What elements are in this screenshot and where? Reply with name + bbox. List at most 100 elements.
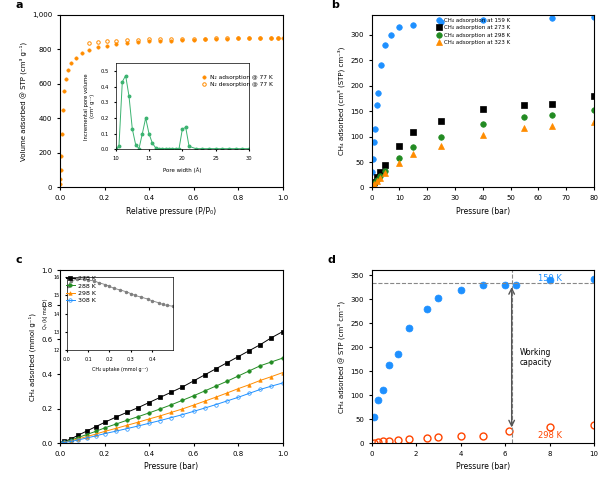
298 K bbox=[457, 433, 464, 439]
N₂ desorption @ 77 K bbox=[145, 37, 152, 42]
308 K bbox=[223, 398, 230, 404]
298 K bbox=[145, 416, 152, 422]
308 K bbox=[179, 412, 186, 417]
298 K bbox=[374, 439, 382, 445]
N₂ adsorption @ 77 K bbox=[59, 107, 67, 112]
298 K bbox=[68, 438, 75, 444]
N₂ adsorption @ 77 K bbox=[274, 35, 281, 41]
278 K bbox=[190, 378, 197, 384]
288 K bbox=[268, 359, 275, 365]
308 K bbox=[112, 429, 119, 434]
CH₄ adsorption at 273 K bbox=[590, 93, 598, 99]
308 K bbox=[268, 383, 275, 389]
CH₄ adsorption at 323 K bbox=[548, 124, 556, 130]
298 K bbox=[179, 406, 186, 412]
N₂ desorption @ 77 K bbox=[157, 37, 164, 42]
298 K bbox=[212, 394, 220, 400]
Line: 308 K: 308 K bbox=[59, 381, 284, 445]
159 K bbox=[546, 277, 553, 283]
N₂ adsorption @ 77 K bbox=[201, 37, 208, 42]
288 K bbox=[279, 355, 286, 361]
288 K bbox=[157, 406, 164, 412]
298 K bbox=[157, 413, 164, 419]
N₂ adsorption @ 77 K bbox=[94, 44, 101, 50]
288 K bbox=[134, 414, 142, 420]
288 K bbox=[190, 393, 197, 399]
308 K bbox=[101, 431, 108, 436]
159 K bbox=[370, 414, 377, 420]
298 K bbox=[92, 431, 99, 437]
298 K bbox=[268, 374, 275, 379]
308 K bbox=[134, 423, 142, 429]
CH₄ adsorption at 159 K bbox=[373, 102, 380, 108]
CH₄ adsorption at 273 K bbox=[548, 101, 556, 107]
288 K bbox=[179, 397, 186, 403]
N₂ adsorption @ 77 K bbox=[79, 51, 86, 56]
CH₄ adsorption at 273 K bbox=[369, 182, 376, 188]
278 K bbox=[157, 394, 164, 400]
278 K bbox=[279, 329, 286, 335]
298 K bbox=[379, 438, 386, 444]
298 K bbox=[434, 434, 442, 440]
278 K bbox=[268, 335, 275, 341]
Legend: CH₄ adsorption at 159 K, CH₄ adsorption at 273 K, CH₄ adsorption at 298 K, CH₄ a: CH₄ adsorption at 159 K, CH₄ adsorption … bbox=[434, 16, 512, 48]
159 K bbox=[379, 388, 386, 393]
159 K bbox=[502, 282, 509, 288]
298 K bbox=[74, 436, 82, 442]
278 K bbox=[223, 360, 230, 366]
278 K bbox=[61, 438, 68, 444]
308 K bbox=[61, 440, 68, 446]
CH₄ adsorption at 159 K bbox=[371, 126, 379, 132]
Line: CH₄ adsorption at 298 K: CH₄ adsorption at 298 K bbox=[369, 108, 597, 189]
CH₄ adsorption at 323 K bbox=[437, 143, 445, 149]
CH₄ adsorption at 298 K bbox=[437, 133, 445, 139]
Line: CH₄ adsorption at 159 K: CH₄ adsorption at 159 K bbox=[369, 15, 597, 189]
298 K bbox=[235, 386, 242, 392]
Text: c: c bbox=[16, 256, 22, 265]
CH₄ adsorption at 323 K bbox=[382, 170, 389, 176]
CH₄ adsorption at 273 K bbox=[373, 174, 380, 180]
Y-axis label: CH₄ adsorbed (mmol g⁻¹): CH₄ adsorbed (mmol g⁻¹) bbox=[28, 313, 35, 401]
N₂ adsorption @ 77 K bbox=[157, 38, 164, 44]
159 K bbox=[395, 352, 402, 357]
Line: 288 K: 288 K bbox=[59, 356, 284, 445]
N₂ adsorption @ 77 K bbox=[62, 75, 69, 81]
278 K bbox=[245, 348, 253, 354]
308 K bbox=[68, 438, 75, 444]
N₂ adsorption @ 77 K bbox=[245, 36, 253, 41]
288 K bbox=[61, 439, 68, 445]
N₂ desorption @ 77 K bbox=[94, 39, 101, 45]
298 K bbox=[590, 422, 598, 428]
288 K bbox=[145, 410, 152, 416]
Line: CH₄ adsorption at 323 K: CH₄ adsorption at 323 K bbox=[369, 120, 597, 189]
Line: N₂ desorption @ 77 K: N₂ desorption @ 77 K bbox=[87, 36, 280, 45]
278 K bbox=[68, 436, 75, 442]
298 K bbox=[61, 439, 68, 445]
159 K bbox=[479, 282, 487, 288]
Legend: N₂ adsorption @ 77 K, N₂ desorption @ 77 K: N₂ adsorption @ 77 K, N₂ desorption @ 77… bbox=[198, 73, 275, 90]
CH₄ adsorption at 159 K bbox=[370, 139, 377, 145]
298 K bbox=[112, 426, 119, 431]
CH₄ adsorption at 298 K bbox=[369, 183, 376, 188]
Line: N₂ adsorption @ 77 K: N₂ adsorption @ 77 K bbox=[58, 36, 284, 186]
Line: CH₄ adsorption at 273 K: CH₄ adsorption at 273 K bbox=[369, 93, 597, 189]
278 K bbox=[201, 372, 208, 378]
298 K bbox=[190, 402, 197, 408]
CH₄ adsorption at 323 K bbox=[371, 182, 378, 187]
CH₄ adsorption at 273 K bbox=[376, 169, 383, 175]
N₂ desorption @ 77 K bbox=[134, 37, 142, 43]
288 K bbox=[68, 437, 75, 443]
Text: b: b bbox=[331, 0, 340, 10]
298 K bbox=[506, 428, 513, 434]
298 K bbox=[223, 390, 230, 396]
N₂ adsorption @ 77 K bbox=[167, 37, 175, 43]
N₂ desorption @ 77 K bbox=[179, 36, 186, 42]
159 K bbox=[434, 295, 442, 301]
CH₄ adsorption at 273 K bbox=[382, 162, 389, 168]
CH₄ adsorption at 159 K bbox=[369, 156, 376, 162]
CH₄ adsorption at 298 K bbox=[371, 180, 378, 186]
N₂ adsorption @ 77 K bbox=[134, 39, 142, 45]
308 K bbox=[201, 405, 208, 411]
288 K bbox=[101, 425, 108, 431]
308 K bbox=[58, 440, 65, 446]
